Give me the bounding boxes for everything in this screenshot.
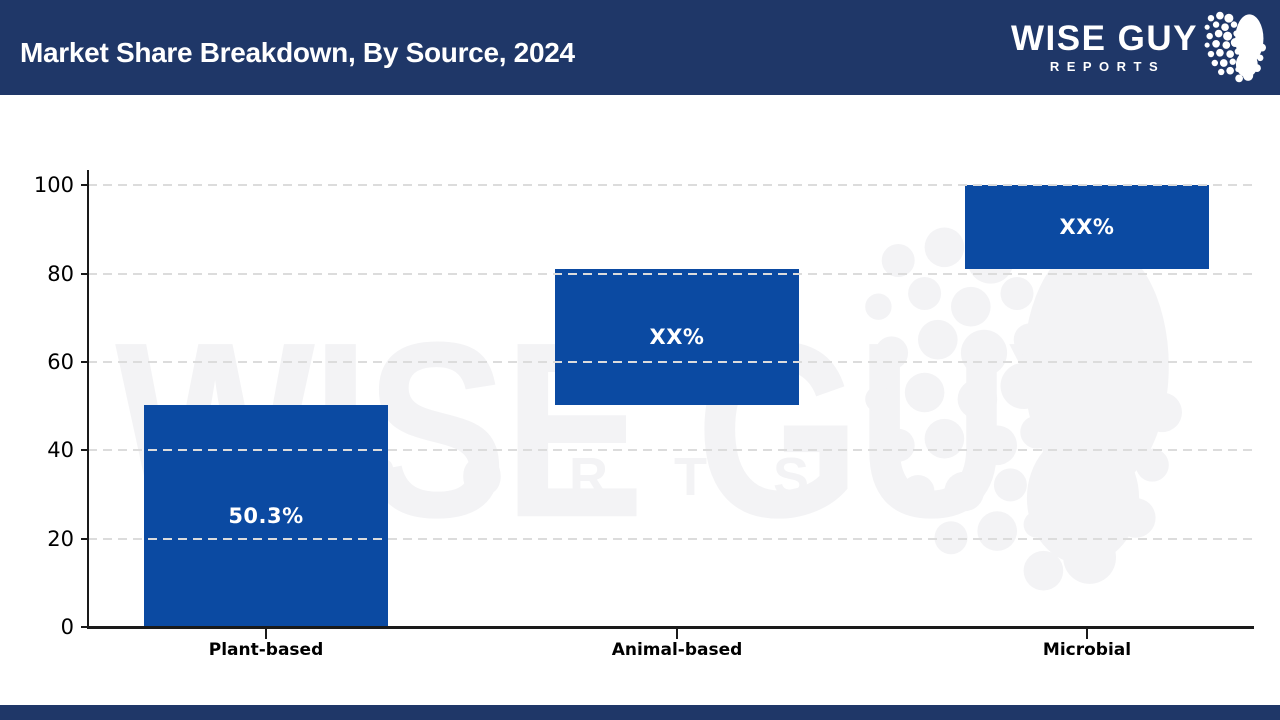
x-category-label-animal-based: Animal-based: [611, 640, 743, 660]
bar-animal-based: XX%: [555, 269, 799, 405]
x-axis-line: [87, 626, 1254, 629]
wiseguy-logo: WISE GUY REPORTS: [1011, 8, 1266, 86]
y-tick-label-0: 0: [60, 615, 74, 639]
x-tick-plant-based: [265, 629, 267, 639]
y-tick-100: [81, 184, 88, 187]
gridline-20: [88, 537, 1253, 540]
y-tick-0: [81, 626, 88, 628]
chart-title: Market Share Breakdown, By Source, 2024: [20, 36, 575, 68]
y-axis-line: [87, 170, 89, 629]
bar-plant-based: 50.3%: [144, 404, 388, 627]
bar-microbial: XX%: [965, 185, 1209, 270]
gridline-60: [88, 361, 1253, 364]
logo-wordmark: WISE GUY: [1010, 18, 1198, 58]
y-tick-40: [81, 449, 88, 452]
logo-subtitle: REPORTS: [1049, 59, 1166, 75]
y-tick-label-40: 40: [47, 438, 74, 463]
logo-text: WISE GUY REPORTS: [1010, 18, 1198, 75]
y-tick-label-100: 100: [33, 173, 74, 198]
header-bar: Market Share Breakdown, By Source, 2024 …: [0, 0, 1280, 95]
gridline-100: [88, 184, 1253, 187]
y-tick-label-80: 80: [47, 261, 74, 286]
footer-bar: [0, 705, 1280, 720]
gridline-40: [88, 449, 1253, 452]
y-tick-label-20: 20: [47, 526, 74, 551]
y-tick-20: [81, 537, 88, 540]
bar-value-label: 50.3%: [228, 503, 304, 528]
bar-value-label: XX%: [649, 325, 705, 350]
y-tick-60: [81, 361, 88, 364]
x-tick-microbial: [1086, 629, 1088, 639]
y-tick-label-60: 60: [47, 350, 74, 375]
x-category-label-microbial: Microbial: [1042, 640, 1132, 660]
x-category-label-plant-based: Plant-based: [208, 640, 324, 660]
y-tick-80: [81, 272, 88, 275]
x-tick-animal-based: [676, 629, 678, 639]
bar-value-label: XX%: [1059, 215, 1115, 240]
logo-face-icon: [1204, 11, 1266, 83]
gridline-80: [88, 272, 1253, 275]
